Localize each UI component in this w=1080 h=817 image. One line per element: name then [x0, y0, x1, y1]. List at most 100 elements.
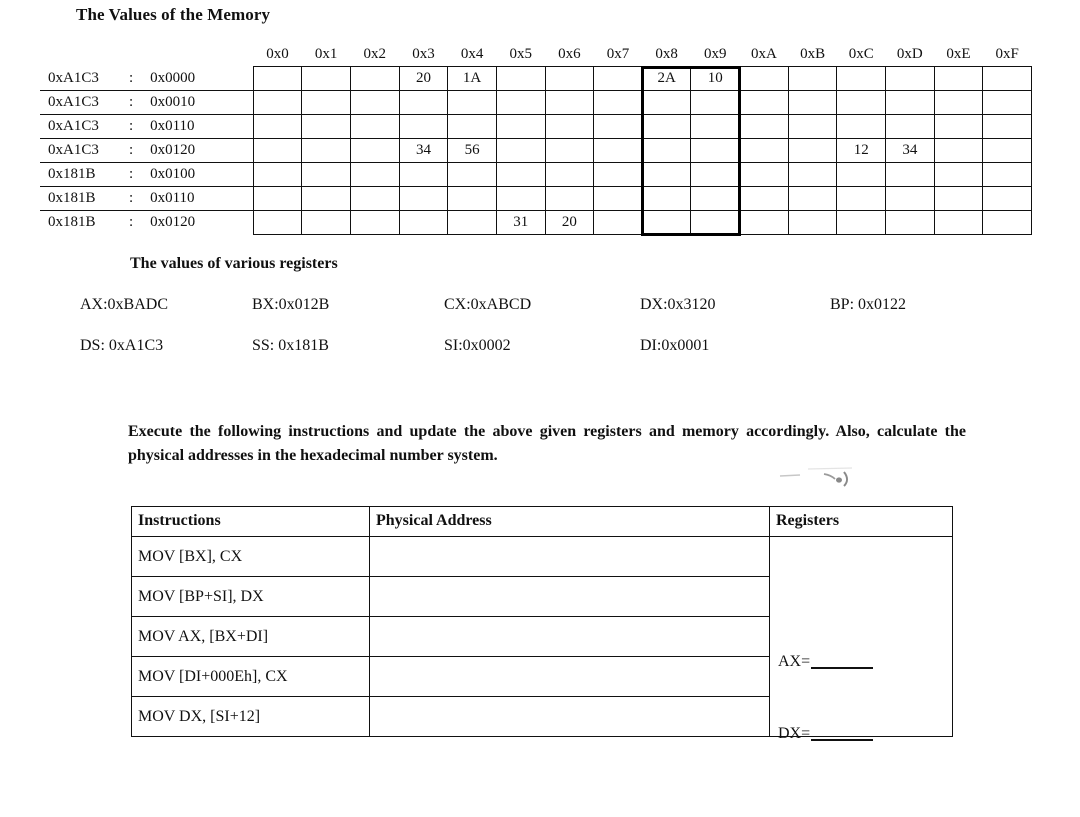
memory-cell[interactable] [982, 66, 1032, 91]
memory-cell[interactable] [933, 186, 984, 211]
memory-cell[interactable] [836, 210, 887, 235]
register-blank-ax[interactable]: AX= [778, 653, 874, 671]
memory-cell[interactable] [787, 138, 838, 163]
memory-cell[interactable] [885, 66, 935, 91]
memory-cell[interactable] [787, 66, 838, 91]
memory-cell[interactable]: 20 [544, 210, 595, 235]
memory-cell[interactable] [495, 114, 546, 139]
memory-cell[interactable]: 34 [398, 138, 449, 163]
memory-cell[interactable] [641, 138, 692, 163]
memory-cell[interactable] [836, 162, 887, 187]
memory-cell[interactable] [495, 138, 546, 163]
memory-cell[interactable] [885, 114, 935, 139]
register-blank-dx[interactable]: DX= [778, 725, 874, 743]
memory-cell[interactable] [787, 162, 838, 187]
memory-cell[interactable] [398, 114, 449, 139]
worksheet-physical-address-cell[interactable] [369, 576, 770, 617]
memory-cell[interactable] [447, 114, 497, 139]
memory-cell[interactable] [349, 138, 400, 163]
memory-cell[interactable] [398, 210, 449, 235]
memory-cell[interactable] [447, 186, 497, 211]
memory-cell[interactable] [739, 186, 789, 211]
memory-cell[interactable]: 31 [495, 210, 546, 235]
register-blank-underline[interactable] [811, 739, 874, 741]
memory-cell[interactable] [593, 66, 643, 91]
memory-cell[interactable] [690, 114, 741, 139]
memory-cell[interactable] [690, 138, 741, 163]
worksheet-physical-address-cell[interactable] [369, 656, 770, 697]
memory-cell[interactable]: 10 [690, 66, 741, 91]
memory-cell[interactable] [836, 114, 887, 139]
memory-cell[interactable] [495, 186, 546, 211]
worksheet-physical-address-cell[interactable] [369, 616, 770, 657]
memory-cell[interactable] [641, 186, 692, 211]
memory-cell[interactable]: 20 [398, 66, 449, 91]
worksheet-physical-address-cell[interactable] [369, 536, 770, 577]
memory-cell[interactable] [252, 114, 303, 139]
memory-cell[interactable] [690, 90, 741, 115]
memory-cell[interactable] [739, 90, 789, 115]
memory-cell[interactable] [836, 90, 887, 115]
memory-cell[interactable] [593, 138, 643, 163]
memory-cell[interactable] [836, 66, 887, 91]
memory-cell[interactable] [933, 138, 984, 163]
memory-cell[interactable] [398, 90, 449, 115]
memory-cell[interactable] [252, 162, 303, 187]
memory-cell[interactable] [495, 90, 546, 115]
memory-cell[interactable]: 56 [447, 138, 497, 163]
memory-cell[interactable] [252, 90, 303, 115]
memory-cell[interactable] [544, 138, 595, 163]
memory-cell[interactable] [544, 90, 595, 115]
memory-cell[interactable] [641, 90, 692, 115]
memory-cell[interactable] [447, 162, 497, 187]
memory-cell[interactable] [933, 90, 984, 115]
memory-cell[interactable] [495, 66, 546, 91]
memory-cell[interactable] [447, 90, 497, 115]
memory-cell[interactable] [787, 90, 838, 115]
memory-cell[interactable] [836, 186, 887, 211]
memory-cell[interactable] [690, 210, 741, 235]
memory-cell[interactable] [787, 186, 838, 211]
memory-cell[interactable] [593, 210, 643, 235]
memory-cell[interactable] [349, 210, 400, 235]
memory-cell[interactable] [933, 114, 984, 139]
memory-cell[interactable] [447, 210, 497, 235]
memory-cell[interactable] [252, 138, 303, 163]
worksheet-physical-address-cell[interactable] [369, 696, 770, 737]
memory-cell[interactable] [349, 90, 400, 115]
memory-cell[interactable] [885, 162, 935, 187]
memory-cell[interactable] [349, 186, 400, 211]
memory-cell[interactable] [933, 66, 984, 91]
memory-cell[interactable] [982, 114, 1032, 139]
memory-cell[interactable] [982, 138, 1032, 163]
memory-cell[interactable]: 34 [885, 138, 935, 163]
memory-cell[interactable] [787, 210, 838, 235]
memory-cell[interactable]: 12 [836, 138, 887, 163]
memory-cell[interactable] [593, 90, 643, 115]
memory-cell[interactable] [301, 162, 351, 187]
memory-cell[interactable] [982, 186, 1032, 211]
memory-cell[interactable] [349, 66, 400, 91]
memory-cell[interactable] [544, 162, 595, 187]
memory-cell[interactable] [301, 90, 351, 115]
memory-cell[interactable] [301, 186, 351, 211]
memory-cell[interactable] [641, 162, 692, 187]
memory-cell[interactable] [885, 186, 935, 211]
memory-cell[interactable] [933, 162, 984, 187]
memory-cell[interactable]: 2A [641, 66, 692, 91]
memory-cell[interactable] [544, 66, 595, 91]
memory-cell[interactable] [739, 114, 789, 139]
memory-cell[interactable] [398, 186, 449, 211]
memory-cell[interactable] [398, 162, 449, 187]
memory-cell[interactable] [301, 66, 351, 91]
memory-cell[interactable]: 1A [447, 66, 497, 91]
memory-cell[interactable] [982, 90, 1032, 115]
memory-cell[interactable] [787, 114, 838, 139]
memory-cell[interactable] [982, 162, 1032, 187]
memory-cell[interactable] [544, 186, 595, 211]
memory-cell[interactable] [885, 90, 935, 115]
memory-cell[interactable] [641, 114, 692, 139]
memory-cell[interactable] [933, 210, 984, 235]
memory-cell[interactable] [593, 114, 643, 139]
memory-cell[interactable] [885, 210, 935, 235]
